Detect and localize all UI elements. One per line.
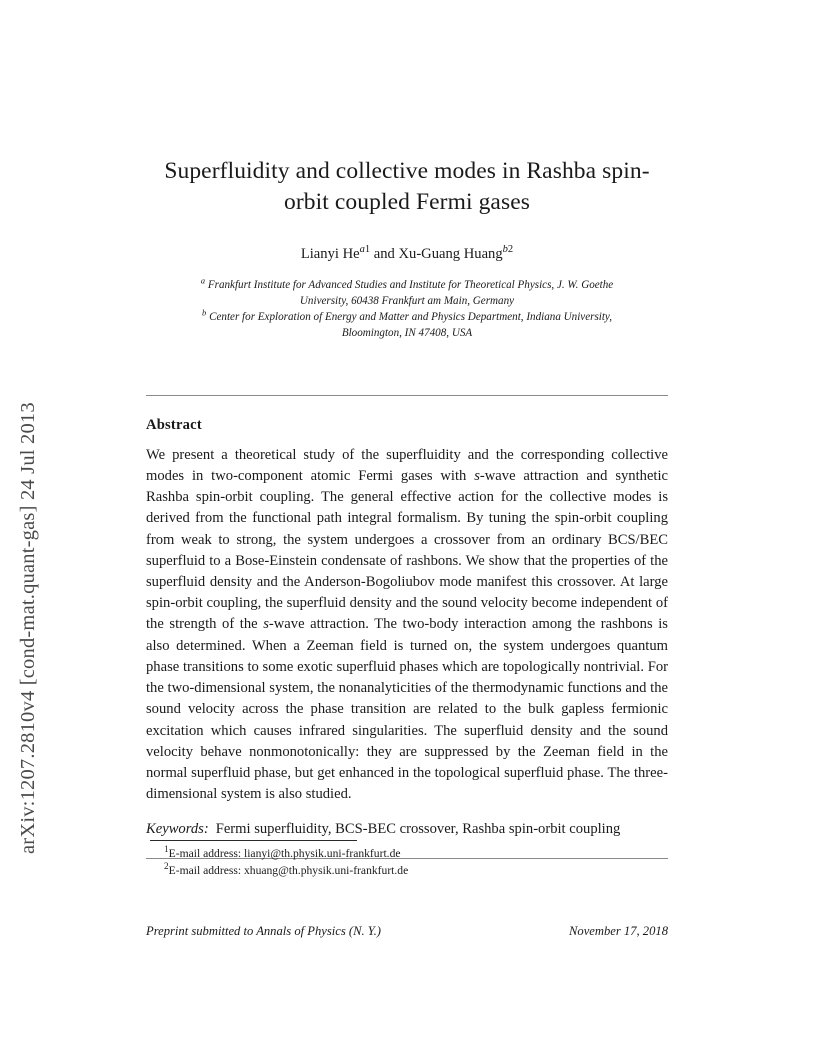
affiliation-1-line-1: a Frankfurt Institute for Advanced Studi… — [146, 274, 668, 293]
author-1-superscripts: a1 — [360, 244, 371, 255]
author-1-note-marker: 1 — [364, 243, 371, 255]
author-name-2: Xu-Guang Huang — [398, 245, 503, 262]
affiliation-2-line-1: b Center for Exploration of Energy and M… — [146, 307, 668, 325]
footer-date: November 17, 2018 — [569, 924, 668, 938]
affiliation-list: a Frankfurt Institute for Advanced Studi… — [146, 263, 668, 342]
abstract-italic-s-wave-1: s — [474, 467, 480, 484]
author-2-affil-marker: b — [502, 243, 508, 255]
page-footer: Preprint submitted to Annals of Physics … — [146, 924, 668, 939]
abstract-part-2: -wave attraction and synthetic Rashba sp… — [146, 467, 669, 633]
footnote-separator-rule — [150, 840, 357, 841]
author-list: Lianyi Hea1 and Xu-Guang Huangb2 — [146, 219, 668, 263]
affiliation-1-line-2: University, 60438 Frankfurt am Main, Ger… — [299, 294, 515, 307]
footnote-2: 2E-mail address: xhuang@th.physik.uni-fr… — [150, 862, 670, 879]
paper-content: Superfluidity and collective modes in Ra… — [146, 0, 668, 859]
arxiv-stamp-text: arXiv:1207.2810v4 [cond-mat.quant-gas] 2… — [16, 402, 39, 854]
author-1-affil-marker: a — [359, 243, 365, 255]
abstract-part-1: We present a theoretical study of the su… — [146, 446, 668, 484]
abstract-part-3: -wave attraction. The two-body interacti… — [146, 616, 668, 803]
affiliation-2-marker: b — [201, 307, 207, 318]
affiliation-1-text-1: Frankfurt Institute for Advanced Studies… — [207, 278, 614, 291]
footnote-1-marker: 1 — [164, 845, 169, 856]
author-2-note-marker: 2 — [507, 243, 514, 255]
keywords-line: Keywords: Fermi superfluidity, BCS-BEC cr… — [146, 805, 668, 840]
affiliation-2-line-2: Bloomington, IN 47408, USA — [341, 327, 473, 340]
footnote-2-marker: 2 — [164, 862, 169, 873]
page-title: Superfluidity and collective modes in Ra… — [164, 158, 650, 216]
keywords-label: Keywords: — [146, 821, 209, 838]
footnote-1: 1E-mail address: lianyi@th.physik.uni-fr… — [150, 845, 670, 862]
affiliation-2-text-1: Center for Exploration of Energy and Mat… — [209, 311, 613, 324]
affiliation-1-marker: a — [200, 274, 206, 285]
keywords-values: Fermi superfluidity, BCS-BEC crossover, … — [215, 821, 621, 838]
abstract-top-rule — [146, 394, 668, 396]
abstract-heading: Abstract — [146, 416, 202, 433]
abstract-text: We present a theoretical study of the su… — [146, 434, 668, 806]
footnote-2-text: E-mail address: xhuang@th.physik.uni-fra… — [168, 864, 409, 878]
footnote-block: 1E-mail address: lianyi@th.physik.uni-fr… — [150, 840, 670, 879]
author-2-superscripts: b2 — [503, 244, 514, 255]
abstract-italic-s-wave-2: s — [263, 616, 269, 633]
authors-conjunction: and — [373, 245, 395, 262]
author-name-1: Lianyi He — [300, 245, 360, 262]
arxiv-stamp: arXiv:1207.2810v4 [cond-mat.quant-gas] 2… — [0, 0, 56, 1056]
footer-submission-note: Preprint submitted to Annals of Physics … — [146, 924, 381, 938]
footnote-1-text: E-mail address: lianyi@th.physik.uni-fra… — [168, 847, 401, 860]
abstract-bottom-rule — [146, 857, 668, 859]
